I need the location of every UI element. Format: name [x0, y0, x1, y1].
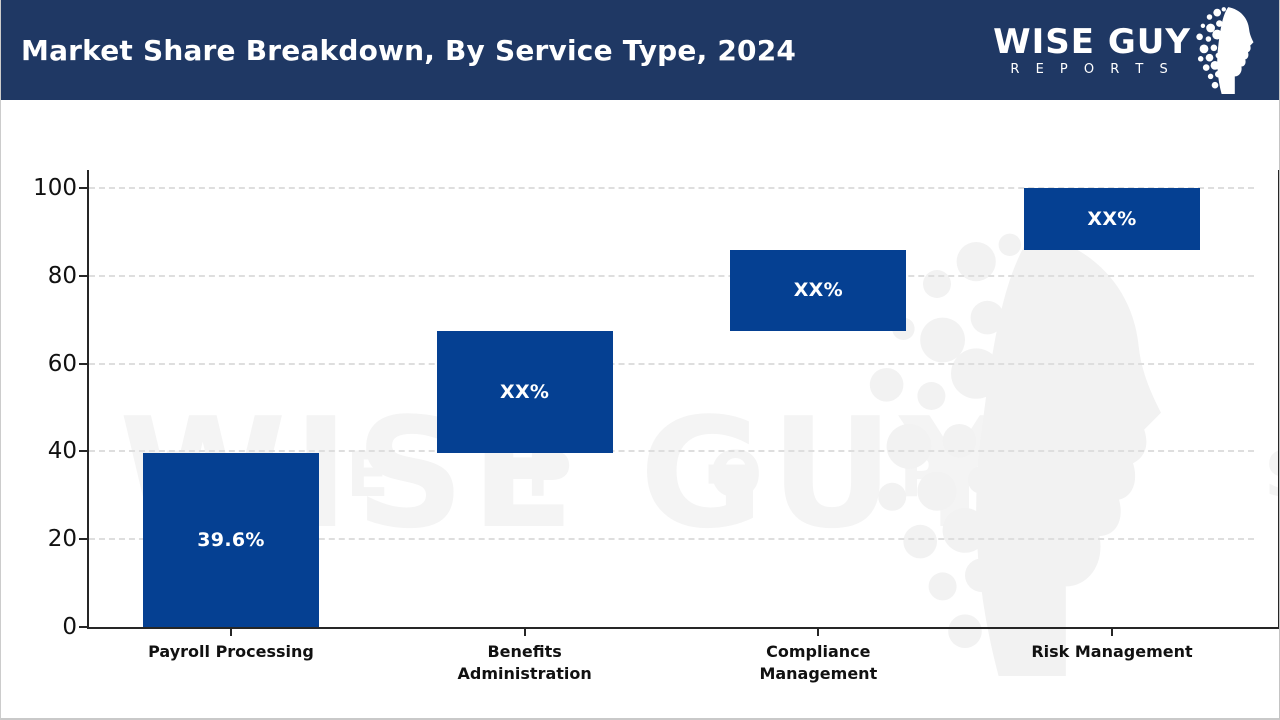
- x-tick-mark: [817, 627, 820, 636]
- bar-value-label: XX%: [1087, 208, 1137, 231]
- bar-benefits-administration: XX%: [436, 330, 613, 454]
- x-category-label-line: Compliance: [766, 642, 871, 661]
- gridline-y-60: [89, 362, 1254, 365]
- x-category-label: Risk Management: [962, 641, 1262, 663]
- y-tick-mark: [79, 362, 89, 365]
- brand-logo: WISE GUY R E P O R T S: [993, 6, 1279, 94]
- y-tick-mark: [79, 538, 89, 541]
- logo-wordmark: WISE GUY: [993, 21, 1191, 62]
- y-tick-label: 0: [62, 614, 77, 640]
- bar-compliance-management: XX%: [730, 250, 907, 331]
- bar-risk-management: XX%: [1024, 188, 1200, 251]
- gridline-y-80: [89, 274, 1254, 277]
- x-category-label-line: Management: [759, 664, 878, 683]
- x-tick-mark: [230, 627, 232, 636]
- x-category-label-line: Payroll Processing: [148, 642, 314, 661]
- x-category-label-line: Benefits: [487, 642, 562, 661]
- chart-plot-area: WISE GUY R E P O R T S 0 20 40 60 80 100 39.6%…: [1, 100, 1279, 718]
- y-tick-mark: [79, 450, 89, 453]
- page-title: Market Share Breakdown, By Service Type,…: [21, 33, 797, 67]
- gridline-y-40: [89, 450, 1254, 453]
- bar-value-label: XX%: [500, 380, 550, 403]
- x-category-label-line: Administration: [457, 664, 592, 683]
- x-tick-mark: [1111, 627, 1113, 636]
- y-tick-mark: [79, 187, 89, 189]
- bar-payroll-processing: 39.6%: [143, 453, 319, 627]
- bar-value-label: XX%: [793, 279, 843, 302]
- x-category-label: Compliance Management: [668, 641, 968, 685]
- x-category-label: Benefits Administration: [375, 641, 675, 685]
- header-banner: Market Share Breakdown, By Service Type,…: [1, 0, 1279, 100]
- gridline-y-100: [89, 187, 1254, 189]
- y-tick-label: 100: [33, 175, 77, 201]
- bar-value-label: 39.6%: [197, 529, 265, 552]
- right-axis-line: [1278, 170, 1279, 629]
- y-tick-mark: [79, 626, 89, 628]
- x-tick-mark: [523, 627, 526, 636]
- x-axis-line: [87, 627, 1279, 629]
- y-tick-label: 80: [47, 262, 77, 289]
- y-tick-label: 60: [47, 350, 77, 377]
- y-tick-mark: [79, 274, 89, 277]
- x-category-label-line: Risk Management: [1031, 642, 1193, 661]
- y-tick-label: 40: [47, 438, 77, 465]
- y-tick-label: 20: [47, 526, 77, 553]
- y-axis-line: [87, 170, 89, 629]
- logo-head-icon: [1196, 7, 1254, 94]
- logo-text: WISE GUY R E P O R T S: [993, 24, 1191, 77]
- logo-subtext: R E P O R T S: [1010, 61, 1174, 77]
- gridline-y-20: [89, 538, 1254, 541]
- x-category-label: Payroll Processing: [81, 641, 381, 663]
